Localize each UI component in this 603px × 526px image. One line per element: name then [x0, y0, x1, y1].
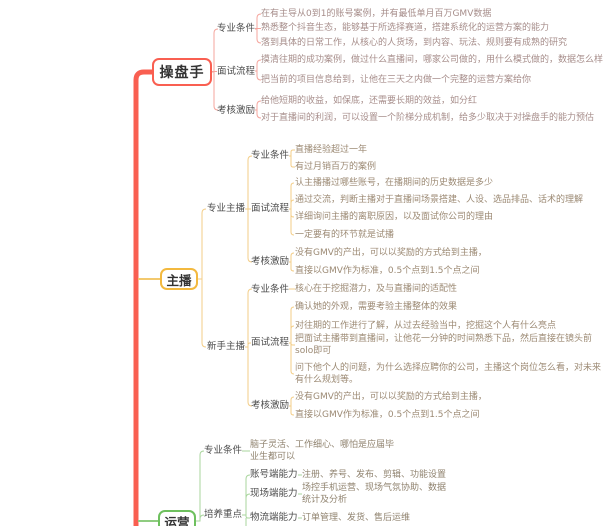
leaf-topic[interactable]: 注册、养号、发布、剪辑、功能设置: [302, 470, 447, 480]
leaf-topic[interactable]: 直播经验超过一年: [295, 145, 368, 155]
operations-sub-1-label[interactable]: 现场端能力: [250, 488, 298, 499]
leaf-topic[interactable]: 场控手机运营、现场气氛协助、数据统计及分析: [302, 483, 447, 505]
leaf-topic[interactable]: 详细询问主播的离职原因，以及面试你公司的理由: [295, 212, 494, 222]
operations-branch-1-label[interactable]: 培养重点: [204, 509, 243, 520]
leaf-topic[interactable]: 在有主导从0到1的账号案例，并有最低单月百万GMV数据: [261, 9, 492, 19]
leaf-topic[interactable]: 订单管理、发货、售后运维: [302, 513, 411, 523]
operations-sub-2-label[interactable]: 物流端能力: [250, 512, 298, 523]
leaf-topic[interactable]: 对于直播间的利润，可以设置一个阶梯分成机制，给多少取决于对操盘手的能力预估: [261, 113, 595, 123]
operator-branch-1-label[interactable]: 面试流程: [217, 66, 256, 77]
leaf-topic[interactable]: 熟悉整个抖音生态，能够基于所选择赛道，搭建系统化的运营方案的能力: [261, 23, 550, 33]
anchor-node[interactable]: 主播: [160, 268, 198, 290]
leaf-topic[interactable]: 问下他个人的问题，为什么选择应聘你的公司，主播这个岗位怎么看，对未来有什么规划等…: [295, 363, 602, 385]
leaf-topic[interactable]: 摸清往期的成功案例，做过什么直播间，哪家公司做的，用什么模式做的，数据怎么样: [261, 55, 603, 65]
operator-branch-2-label[interactable]: 考核激励: [217, 105, 256, 116]
leaf-topic[interactable]: 脑子灵活、工作细心、哪怕是应届毕业生都可以: [250, 440, 395, 462]
pro-anchor-branch-1-label[interactable]: 面试流程: [251, 203, 290, 214]
leaf-topic[interactable]: 确认她的外观，需要考验主播整体的效果: [295, 302, 458, 312]
leaf-topic[interactable]: 直接以GMV作为标准，0.5个点到1.5个点之间: [295, 410, 480, 420]
leaf-topic[interactable]: 对往期的工作进行了解，从过去经验当中，挖掘这个人有什么亮点: [295, 321, 557, 331]
leaf-topic[interactable]: 通过交流，判断主播对于直播间场景搭建、人设、选品排品、话术的理解: [295, 195, 584, 205]
leaf-topic[interactable]: 认主播播过哪些账号，在播期间的历史数据是多少: [295, 178, 494, 188]
leaf-topic[interactable]: 直接以GMV作为标准，0.5个点到1.5个点之间: [295, 266, 480, 276]
leaf-topic[interactable]: 把当前的项目信息给到，让他在三天之内做一个完整的运营方案给你: [261, 75, 532, 85]
operations-branch-0-label[interactable]: 专业条件: [204, 445, 243, 456]
leaf-topic[interactable]: 一定要有的环节就是试播: [295, 230, 395, 240]
novice-anchor-branch-2-label[interactable]: 考核激励: [251, 400, 290, 411]
novice-anchor-branch-1-label[interactable]: 面试流程: [251, 337, 290, 348]
anchor-group-0-label[interactable]: 专业主播: [207, 203, 246, 214]
leaf-topic[interactable]: 没有GMV的产出，可以以奖励的方式给到主播，: [295, 248, 487, 258]
leaf-topic[interactable]: 有过月销百万的案例: [295, 162, 377, 172]
operator-branch-0-label[interactable]: 专业条件: [217, 23, 256, 34]
leaf-topic[interactable]: 没有GMV的产出，可以以奖励的方式给到主播，: [295, 392, 487, 402]
leaf-topic[interactable]: 给他短期的收益，如保底，还需要长期的效益，如分红: [261, 96, 478, 106]
novice-anchor-branch-0-label[interactable]: 专业条件: [251, 284, 290, 295]
leaf-topic[interactable]: 核心在于挖掘潜力，及与直播间的适配性: [295, 284, 458, 294]
operator-node[interactable]: 操盘手: [152, 58, 212, 86]
leaf-topic[interactable]: 把面试主播带到直播间，让他花一分钟的时间熟悉下品，然后直接在镜头前solo即可: [295, 334, 593, 356]
leaf-topic[interactable]: 落到具体的日常工作，从核心的人货场，到内容、玩法、规则要有成熟的研究: [261, 38, 568, 48]
pro-anchor-branch-0-label[interactable]: 专业条件: [251, 150, 290, 161]
anchor-group-1-label[interactable]: 新手主播: [207, 341, 246, 352]
operations-sub-0-label[interactable]: 账号端能力: [250, 469, 298, 480]
pro-anchor-branch-2-label[interactable]: 考核激励: [251, 256, 290, 267]
operations-node[interactable]: 运营: [158, 510, 196, 526]
